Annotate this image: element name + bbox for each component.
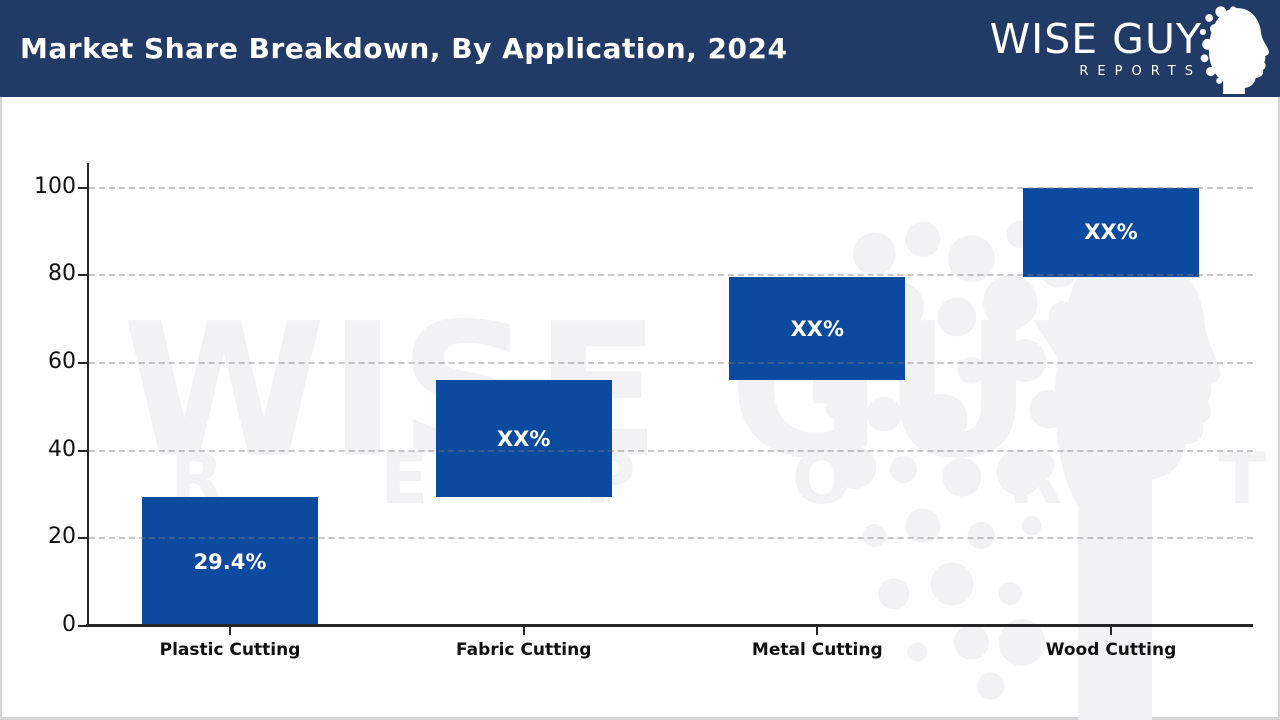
bar-segment-plastic-cutting [142, 497, 318, 626]
bar-segment-wood-cutting [1023, 187, 1199, 277]
gridline [89, 449, 1253, 452]
x-category-label: Plastic Cutting [159, 640, 301, 660]
x-tick-mark [1110, 627, 1112, 635]
y-tick-label: 0 [62, 612, 76, 637]
gridline [89, 274, 1253, 277]
x-tick-mark [229, 627, 231, 635]
y-tick-label: 20 [48, 524, 76, 550]
watermark-head-graphic [825, 220, 1221, 720]
brand-name: WISE GUY [989, 14, 1202, 63]
header-band: Market Share Breakdown, By Application, … [0, 0, 1280, 97]
brand-logo: WISE GUY REPORTS [990, 0, 1270, 97]
brand-subname: REPORTS [1079, 63, 1202, 79]
y-axis-line [87, 163, 89, 626]
bar-segment-metal-cutting [729, 276, 906, 381]
gridline [89, 186, 1253, 189]
y-tick-label: 80 [48, 261, 76, 287]
brand-logo-text: WISE GUY REPORTS [990, 17, 1202, 81]
x-tick-mark [522, 627, 525, 635]
y-tick-label: 40 [48, 436, 76, 462]
x-axis-line [86, 624, 1253, 627]
bar-value-label: XX% [1084, 220, 1138, 245]
page-title: Market Share Breakdown, By Application, … [20, 32, 788, 65]
gridline [89, 537, 1253, 540]
bar-segment-fabric-cutting [435, 380, 612, 498]
bar-value-label: XX% [790, 316, 845, 341]
y-tick-mark [78, 186, 87, 189]
x-category-label: Metal Cutting [751, 640, 883, 660]
y-tick-mark [78, 274, 87, 277]
bar-value-label: XX% [496, 426, 551, 451]
x-category-label: Wood Cutting [1045, 640, 1177, 660]
bar-value-label: 29.4% [193, 549, 267, 574]
y-tick-mark [78, 537, 87, 540]
x-category-label: Fabric Cutting [455, 640, 592, 660]
y-tick-label: 100 [34, 173, 76, 199]
x-tick-mark [816, 627, 819, 635]
y-tick-mark [78, 625, 87, 627]
y-tick-label: 60 [48, 348, 76, 374]
y-tick-mark [78, 449, 87, 452]
gridline [89, 361, 1253, 364]
head-profile-icon [1199, 5, 1270, 94]
y-tick-mark [78, 361, 87, 364]
